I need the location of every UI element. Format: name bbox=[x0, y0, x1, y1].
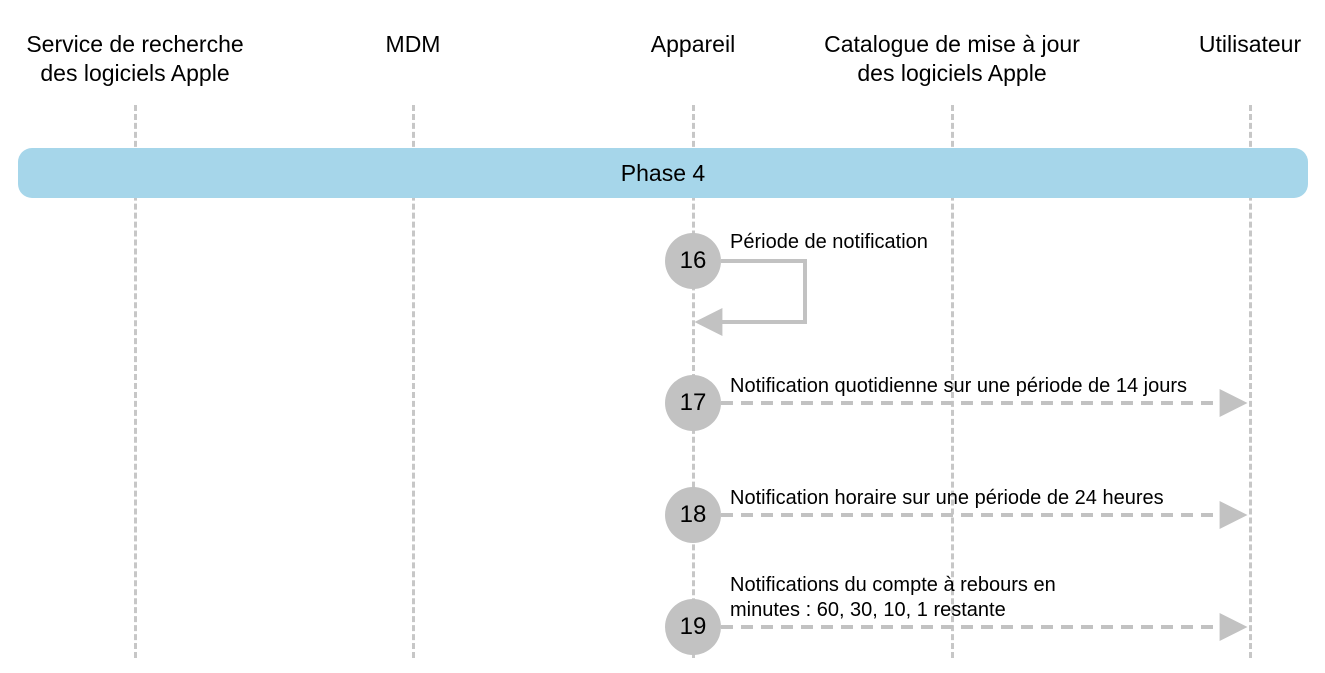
lane-header-mdm: MDM bbox=[386, 30, 441, 59]
lane-header-lookup: Service de recherche des logiciels Apple bbox=[26, 30, 243, 88]
phase-bar: Phase 4 bbox=[18, 148, 1308, 198]
lane-header-catalog: Catalogue de mise à jour des logiciels A… bbox=[824, 30, 1080, 88]
sequence-diagram: Service de recherche des logiciels Apple… bbox=[0, 0, 1325, 673]
step-circle-17: 17 bbox=[665, 375, 721, 431]
step-label-19: Notifications du compte à rebours en min… bbox=[730, 573, 1056, 623]
lane-header-user: Utilisateur bbox=[1199, 30, 1301, 59]
lane-header-device: Appareil bbox=[651, 30, 735, 59]
arrows-layer bbox=[0, 0, 1325, 673]
step-label-18: Notification horaire sur une période de … bbox=[730, 486, 1164, 511]
step-circle-18: 18 bbox=[665, 487, 721, 543]
step-label-17: Notification quotidienne sur une période… bbox=[730, 374, 1187, 399]
step-label-16: Période de notification bbox=[730, 230, 928, 255]
step-circle-16: 16 bbox=[665, 233, 721, 289]
step-circle-19: 19 bbox=[665, 599, 721, 655]
